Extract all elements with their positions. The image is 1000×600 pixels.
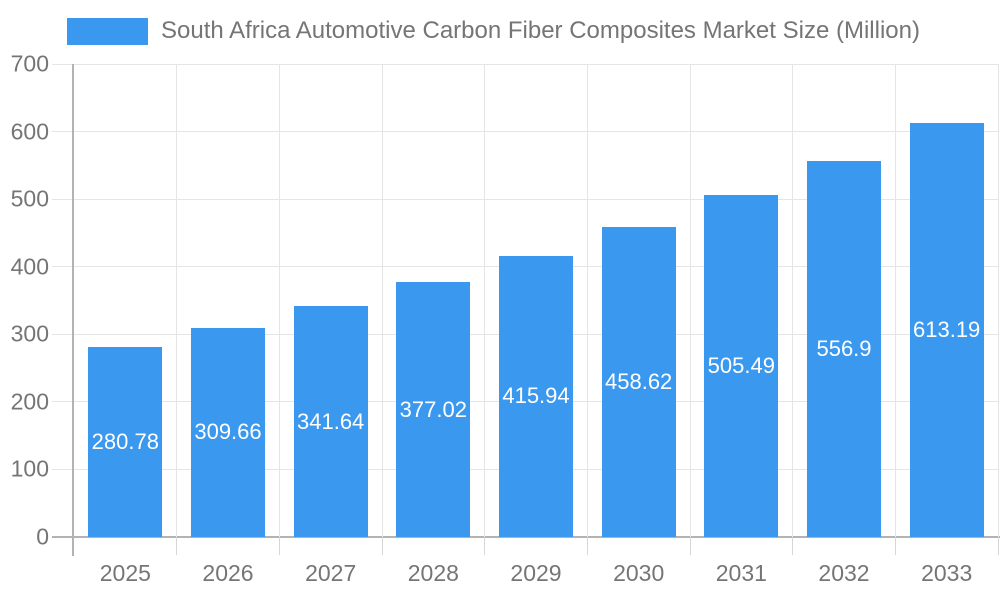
- x-category-label: 2025: [99, 560, 151, 586]
- bar-2028[interactable]: 377.02: [396, 282, 471, 537]
- v-gridline: [997, 64, 999, 537]
- legend-item[interactable]: South Africa Automotive Carbon Fiber Com…: [67, 17, 920, 45]
- x-category-label: 2030: [613, 560, 665, 586]
- y-tick-label: 100: [10, 455, 49, 482]
- bar-2025[interactable]: 280.78: [88, 347, 163, 537]
- h-gridline: [52, 198, 998, 200]
- y-tick-label: 200: [10, 388, 49, 415]
- plot-area: 0 100 200 300 400 500 600 700 280.78 2025 309.66 20…: [11, 52, 1000, 585]
- bar-value-label: 458.62: [605, 369, 673, 395]
- y-tick-label: 700: [10, 50, 49, 77]
- x-category-label: 2026: [202, 560, 254, 586]
- x-tick: [792, 537, 794, 555]
- x-category-label: 2027: [305, 560, 357, 586]
- bar-2031[interactable]: 505.49: [704, 195, 779, 537]
- legend-swatch-icon: [67, 17, 148, 45]
- bar-2026[interactable]: 309.66: [191, 327, 265, 537]
- x-tick: [484, 537, 486, 555]
- v-gridline: [484, 64, 486, 537]
- h-gridline: [52, 131, 998, 133]
- v-gridline: [278, 64, 280, 537]
- x-tick: [997, 537, 999, 555]
- chart-title: South Africa Automotive Carbon Fiber Com…: [161, 17, 920, 44]
- y-tick-label: 500: [10, 185, 49, 212]
- v-gridline: [792, 64, 794, 537]
- v-gridline: [176, 64, 178, 537]
- bar-2027[interactable]: 341.64: [293, 306, 368, 537]
- bar-2032[interactable]: 556.9: [807, 160, 881, 537]
- bar-value-label: 415.94: [502, 383, 570, 409]
- x-category-label: 2028: [407, 560, 459, 586]
- x-tick: [894, 537, 896, 555]
- bar-2029[interactable]: 415.94: [499, 255, 573, 537]
- x-category-label: 2033: [921, 560, 973, 586]
- x-axis-line: [52, 536, 1000, 538]
- y-tick-label: 0: [36, 523, 49, 550]
- y-axis-line: [72, 64, 74, 556]
- x-category-label: 2032: [818, 560, 870, 586]
- x-category-label: 2029: [510, 560, 562, 586]
- v-gridline: [586, 64, 588, 537]
- bar-value-label: 280.78: [91, 429, 159, 455]
- bar-value-label: 556.9: [816, 335, 872, 361]
- x-tick: [278, 537, 280, 555]
- bar-value-label: 341.64: [297, 408, 365, 434]
- v-gridline: [894, 64, 896, 537]
- x-tick: [381, 537, 383, 555]
- bar-value-label: 505.49: [707, 353, 775, 379]
- x-tick: [689, 537, 691, 555]
- x-category-label: 2031: [715, 560, 767, 586]
- bar-2030[interactable]: 458.62: [601, 227, 676, 537]
- x-tick: [586, 537, 588, 555]
- bar-2033[interactable]: 613.19: [909, 122, 984, 537]
- v-gridline: [381, 64, 383, 537]
- v-gridline: [689, 64, 691, 537]
- bar-value-label: 309.66: [194, 419, 262, 445]
- x-tick: [176, 537, 178, 555]
- y-tick-label: 400: [10, 253, 49, 280]
- bar-value-label: 613.19: [913, 316, 981, 342]
- y-tick-label: 300: [10, 320, 49, 347]
- h-gridline: [52, 63, 998, 65]
- bar-value-label: 377.02: [399, 396, 467, 422]
- y-tick-label: 600: [10, 118, 49, 145]
